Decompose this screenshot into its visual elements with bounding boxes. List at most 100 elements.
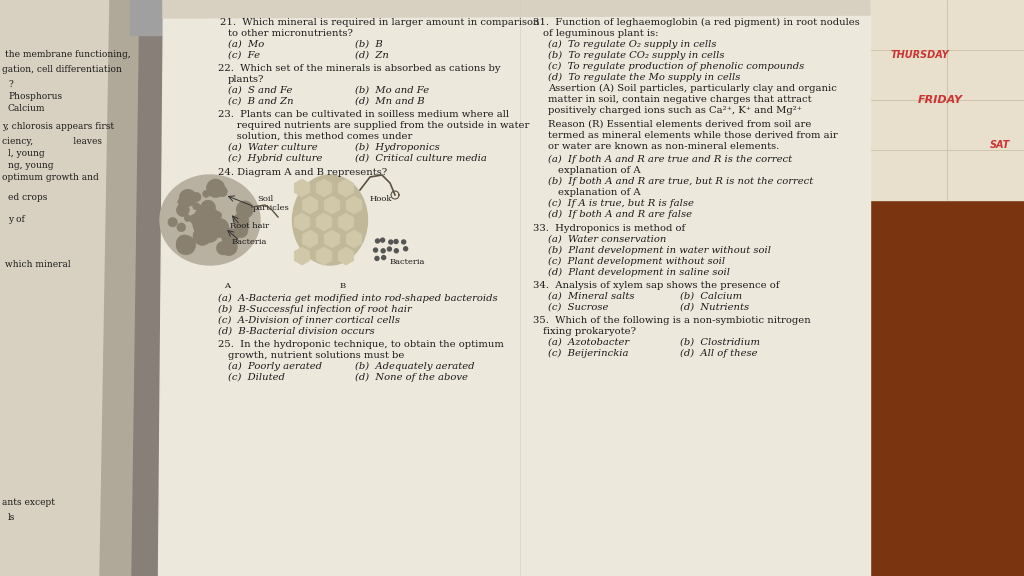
Text: (a)  Azotobacter: (a) Azotobacter: [548, 338, 629, 347]
Text: 31.  Function of leghaemoglobin (a red pigment) in root nodules: 31. Function of leghaemoglobin (a red pi…: [534, 18, 860, 27]
Text: SAT: SAT: [990, 140, 1010, 150]
Polygon shape: [316, 213, 332, 231]
Circle shape: [221, 228, 239, 245]
Text: y of: y of: [8, 215, 25, 224]
Circle shape: [234, 214, 244, 222]
Polygon shape: [294, 179, 310, 197]
Circle shape: [194, 217, 211, 235]
Text: (a)  A-Bacteria get modified into rod-shaped bacteroids: (a) A-Bacteria get modified into rod-sha…: [218, 294, 498, 303]
Text: Soil: Soil: [257, 195, 273, 203]
Circle shape: [205, 232, 215, 242]
Text: (a)  To regulate O₂ supply in cells: (a) To regulate O₂ supply in cells: [548, 40, 717, 49]
Text: (c)  Diluted: (c) Diluted: [228, 373, 285, 382]
Circle shape: [210, 210, 218, 218]
Circle shape: [168, 218, 177, 227]
Circle shape: [176, 204, 189, 217]
Text: (a)  Mineral salts: (a) Mineral salts: [548, 292, 635, 301]
Circle shape: [199, 214, 216, 232]
Text: (b)  Clostridium: (b) Clostridium: [680, 338, 760, 347]
Text: 33.  Hydroponics is method of: 33. Hydroponics is method of: [534, 224, 685, 233]
Text: (b)  B: (b) B: [355, 40, 383, 49]
Text: gation, cell differentiation: gation, cell differentiation: [2, 65, 122, 74]
Circle shape: [177, 223, 185, 232]
Circle shape: [220, 190, 226, 196]
Text: ls: ls: [8, 513, 15, 522]
Text: (d)  B-Bacterial division occurs: (d) B-Bacterial division occurs: [218, 327, 375, 336]
Circle shape: [211, 219, 222, 231]
Polygon shape: [294, 247, 310, 265]
Circle shape: [179, 190, 197, 206]
Text: Assertion (A) Soil particles, particularly clay and organic: Assertion (A) Soil particles, particular…: [548, 84, 837, 93]
Text: ?: ?: [8, 80, 12, 89]
Circle shape: [382, 256, 386, 260]
Circle shape: [237, 201, 254, 218]
Text: (a)  S and Fe: (a) S and Fe: [228, 86, 293, 95]
Text: (d)  Nutrients: (d) Nutrients: [680, 303, 750, 312]
Text: (d)  Critical culture media: (d) Critical culture media: [355, 154, 486, 163]
Circle shape: [233, 213, 249, 229]
Polygon shape: [346, 196, 361, 214]
Text: fixing prokaryote?: fixing prokaryote?: [543, 327, 636, 336]
Circle shape: [197, 221, 210, 234]
Bar: [870, 0, 1024, 200]
Text: (c)  Plant development without soil: (c) Plant development without soil: [548, 257, 725, 266]
Text: (c)  If A is true, but R is false: (c) If A is true, but R is false: [548, 199, 694, 208]
Text: which mineral: which mineral: [5, 260, 71, 269]
Polygon shape: [338, 213, 354, 231]
Polygon shape: [338, 247, 354, 265]
Circle shape: [194, 228, 209, 244]
Text: Hook: Hook: [370, 195, 392, 203]
Polygon shape: [0, 0, 165, 576]
Circle shape: [214, 211, 221, 219]
Text: (d)  Zn: (d) Zn: [355, 51, 389, 60]
Text: (b)  Hydroponics: (b) Hydroponics: [355, 143, 439, 152]
Circle shape: [202, 226, 218, 242]
Text: (c)  Beijerinckia: (c) Beijerinckia: [548, 349, 629, 358]
Text: (c)  Fe: (c) Fe: [228, 51, 260, 60]
Circle shape: [178, 198, 185, 206]
Text: (d)  All of these: (d) All of these: [680, 349, 758, 358]
Text: FRIDAY: FRIDAY: [918, 95, 963, 105]
Circle shape: [394, 240, 398, 244]
Text: Bacteria: Bacteria: [390, 258, 425, 266]
Circle shape: [376, 239, 380, 243]
Text: ed crops: ed crops: [8, 193, 47, 202]
Text: or water are known as non-mineral elements.: or water are known as non-mineral elemen…: [548, 142, 779, 151]
Circle shape: [200, 215, 212, 228]
Circle shape: [201, 200, 215, 215]
Text: (d)  Mn and B: (d) Mn and B: [355, 97, 425, 106]
Text: (b)  Mo and Fe: (b) Mo and Fe: [355, 86, 429, 95]
Text: (b)  If both A and R are true, but R is not the correct: (b) If both A and R are true, but R is n…: [548, 177, 813, 186]
Text: plants?: plants?: [228, 75, 264, 84]
Circle shape: [203, 214, 217, 229]
Circle shape: [220, 238, 238, 256]
Polygon shape: [158, 0, 870, 576]
Text: (c)  B and Zn: (c) B and Zn: [228, 97, 294, 106]
Circle shape: [193, 203, 200, 210]
Circle shape: [403, 247, 408, 251]
Text: 22.  Which set of the minerals is absorbed as cations by: 22. Which set of the minerals is absorbe…: [218, 64, 501, 73]
Text: (b)  Plant development in water without soil: (b) Plant development in water without s…: [548, 246, 771, 255]
Text: termed as mineral elements while those derived from air: termed as mineral elements while those d…: [548, 131, 838, 140]
Circle shape: [217, 186, 227, 196]
Polygon shape: [100, 0, 165, 576]
Circle shape: [190, 215, 197, 221]
Circle shape: [201, 215, 216, 231]
Circle shape: [198, 222, 213, 238]
Text: 21.  Which mineral is required in larger amount in comparison: 21. Which mineral is required in larger …: [220, 18, 540, 27]
Circle shape: [374, 248, 378, 252]
Text: to other micronutrients?: to other micronutrients?: [228, 29, 353, 38]
Circle shape: [198, 204, 211, 218]
Text: 34.  Analysis of xylem sap shows the presence of: 34. Analysis of xylem sap shows the pres…: [534, 281, 779, 290]
Text: (a)  If both A and R are true and R is the correct: (a) If both A and R are true and R is th…: [548, 155, 793, 164]
Polygon shape: [294, 213, 310, 231]
Circle shape: [206, 218, 215, 228]
Text: (b)  B-Successful infection of root hair: (b) B-Successful infection of root hair: [218, 305, 412, 314]
Text: (b)  Calcium: (b) Calcium: [680, 292, 742, 301]
Text: (d)  Plant development in saline soil: (d) Plant development in saline soil: [548, 268, 730, 277]
Ellipse shape: [293, 175, 368, 265]
Circle shape: [381, 249, 385, 253]
Polygon shape: [316, 247, 332, 265]
Text: matter in soil, contain negative charges that attract: matter in soil, contain negative charges…: [548, 95, 812, 104]
Text: (b)  To regulate CO₂ supply in cells: (b) To regulate CO₂ supply in cells: [548, 51, 725, 60]
